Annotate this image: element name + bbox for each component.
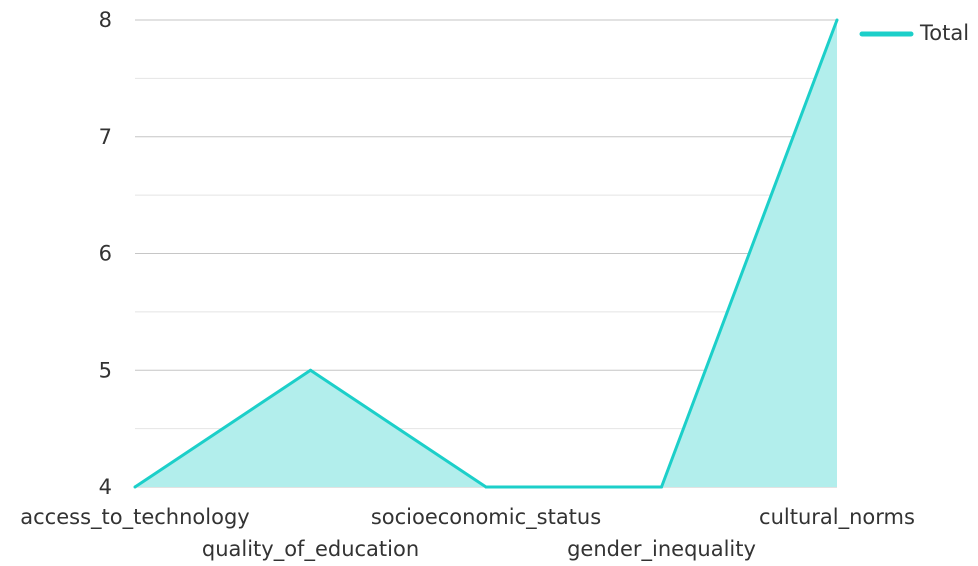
data-point: [660, 485, 663, 489]
area-layer: [133, 18, 839, 489]
data-point: [309, 368, 312, 372]
data-point: [133, 485, 137, 489]
x-tick-label: gender_inequality: [567, 537, 756, 562]
x-tick-label: quality_of_education: [202, 537, 419, 562]
x-axis: access_to_technology quality_of_education…: [20, 505, 915, 562]
y-tick-label: 8: [99, 8, 112, 32]
y-tick-label: 5: [99, 358, 112, 382]
y-tick-label: 6: [99, 242, 112, 266]
x-tick-label: socioeconomic_status: [371, 505, 601, 530]
legend-label: Total: [919, 21, 969, 45]
y-tick-label: 7: [99, 125, 112, 149]
y-axis: 4 5 6 7 8: [99, 8, 112, 499]
x-tick-label: cultural_norms: [759, 505, 915, 530]
data-point: [835, 18, 839, 22]
legend: Total: [859, 21, 969, 45]
x-tick-label: access_to_technology: [20, 505, 249, 530]
y-tick-label: 4: [99, 475, 112, 499]
data-point: [484, 485, 488, 489]
